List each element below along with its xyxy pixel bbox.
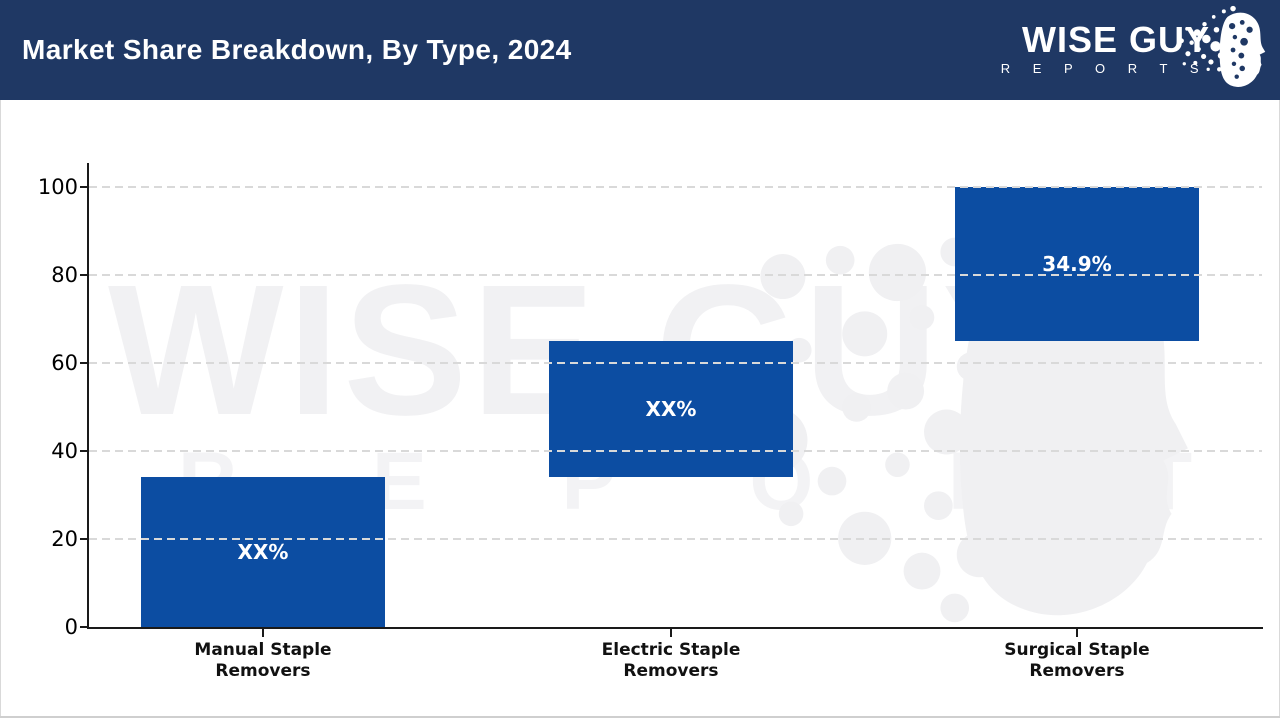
y-tick-mark: [80, 362, 88, 364]
brand-logo: WISE GUY R E P O R T S: [1001, 0, 1272, 100]
x-tick-mark: [262, 629, 264, 637]
brand-logo-text: WISE GUY R E P O R T S: [1000, 19, 1210, 77]
y-tick-label: 20: [51, 527, 78, 551]
y-tick-label: 80: [51, 263, 78, 287]
x-category-label-line: Removers: [623, 661, 719, 681]
gridline: [89, 186, 1262, 188]
x-axis-spine: [87, 627, 1263, 629]
gridline: [89, 274, 1262, 276]
x-category-label-line: Electric Staple: [601, 640, 741, 660]
y-tick-mark: [80, 186, 88, 188]
bar-value-label: 34.9%: [1042, 251, 1112, 276]
y-tick-label: 60: [51, 351, 78, 375]
brand-subtitle: R E P O R T S: [1000, 61, 1208, 76]
x-category-label: Manual Staple Removers: [123, 640, 403, 682]
x-category-label: Surgical Staple Removers: [937, 640, 1217, 682]
x-category-label-line: Removers: [215, 661, 311, 681]
y-tick-label: 0: [64, 615, 78, 639]
bar: [955, 187, 1199, 341]
bar-value-label: XX%: [237, 539, 289, 564]
x-category-label-line: Surgical Staple: [1004, 640, 1150, 660]
y-tick-mark: [80, 450, 88, 452]
x-category-label-line: Removers: [1029, 661, 1125, 681]
y-tick-label: 100: [37, 175, 78, 199]
bar: [141, 476, 385, 627]
gridline: [89, 362, 1262, 364]
wiseguy-head-icon: [1179, 5, 1266, 87]
gridline: [89, 538, 1262, 540]
x-category-label-line: Manual Staple: [194, 640, 332, 660]
brand-name: WISE GUY: [1021, 19, 1210, 60]
x-tick-mark: [670, 629, 672, 637]
x-category-label: Electric Staple Removers: [531, 640, 811, 682]
gridline: [89, 450, 1262, 452]
y-tick-label: 40: [51, 439, 78, 463]
frame-border-left: [0, 100, 1, 717]
bar-value-label: XX%: [645, 396, 697, 421]
page-title: Market Share Breakdown, By Type, 2024: [22, 34, 572, 65]
y-axis-spine: [87, 163, 89, 629]
frame-border-bottom: [0, 716, 1280, 718]
y-tick-mark: [80, 538, 88, 540]
x-tick-mark: [1076, 629, 1078, 637]
y-tick-mark: [80, 626, 88, 628]
header-bar: Market Share Breakdown, By Type, 2024 WI…: [0, 0, 1280, 100]
y-tick-mark: [80, 274, 88, 276]
